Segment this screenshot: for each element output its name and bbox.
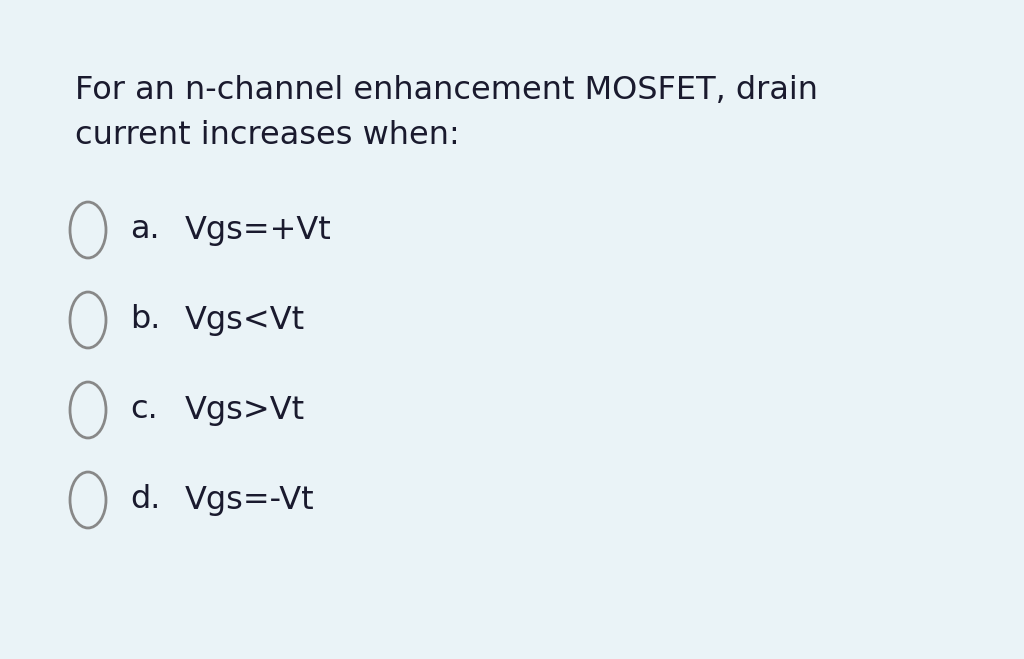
Text: For an n-channel enhancement MOSFET, drain: For an n-channel enhancement MOSFET, dra… — [75, 75, 818, 106]
Text: c.: c. — [130, 395, 158, 426]
Ellipse shape — [70, 202, 106, 258]
Text: Vgs=+Vt: Vgs=+Vt — [185, 214, 332, 246]
Text: Vgs>Vt: Vgs>Vt — [185, 395, 305, 426]
Text: a.: a. — [130, 214, 160, 246]
Ellipse shape — [70, 292, 106, 348]
Text: Vgs=-Vt: Vgs=-Vt — [185, 484, 314, 515]
Ellipse shape — [70, 382, 106, 438]
Text: b.: b. — [130, 304, 161, 335]
Text: Vgs<Vt: Vgs<Vt — [185, 304, 305, 335]
Ellipse shape — [70, 472, 106, 528]
Text: current increases when:: current increases when: — [75, 120, 460, 151]
Text: d.: d. — [130, 484, 161, 515]
